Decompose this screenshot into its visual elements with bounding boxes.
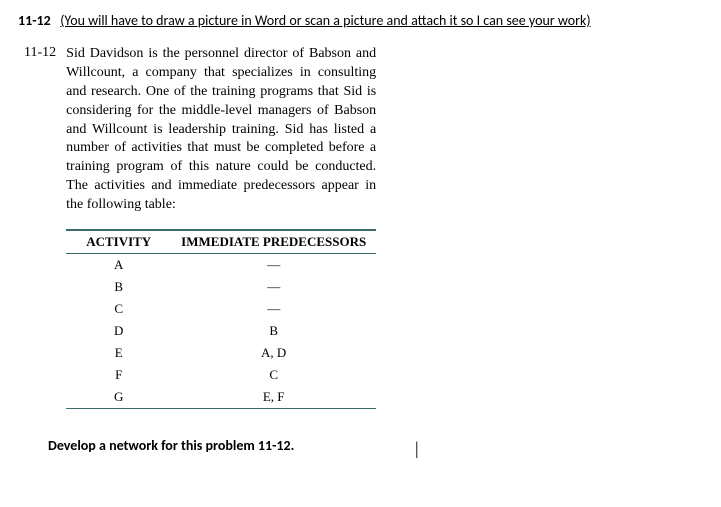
final-instruction: Develop a network for this problem 11-12… — [48, 437, 703, 454]
table-row: F C — [66, 364, 376, 386]
activity-table-wrap: ACTIVITY IMMEDIATE PREDECESSORS A — B — … — [66, 229, 376, 409]
top-instruction-text: (You will have to draw a picture in Word… — [60, 12, 590, 29]
col-header-activity: ACTIVITY — [66, 230, 171, 254]
cell-pred: — — [171, 276, 376, 298]
cell-activity: A — [66, 254, 171, 277]
cell-pred: B — [171, 320, 376, 342]
cell-pred: A, D — [171, 342, 376, 364]
table-row: A — — [66, 254, 376, 277]
problem-text: Sid Davidson is the personnel director o… — [66, 45, 376, 215]
cell-pred: — — [171, 254, 376, 277]
table-row: C — — [66, 298, 376, 320]
table-row: G E, F — [66, 386, 376, 409]
activity-table: ACTIVITY IMMEDIATE PREDECESSORS A — B — … — [66, 229, 376, 409]
text-cursor: | — [415, 438, 419, 459]
table-row: D B — [66, 320, 376, 342]
col-header-predecessors: IMMEDIATE PREDECESSORS — [171, 230, 376, 254]
cell-activity: F — [66, 364, 171, 386]
top-instruction: 11-12 (You will have to draw a picture i… — [18, 12, 703, 29]
table-row: B — — [66, 276, 376, 298]
table-row: E A, D — [66, 342, 376, 364]
table-header-row: ACTIVITY IMMEDIATE PREDECESSORS — [66, 230, 376, 254]
problem-block: 11-12 Sid Davidson is the personnel dire… — [24, 45, 703, 215]
problem-number: 11-12 — [24, 45, 56, 61]
top-problem-number: 11-12 — [18, 12, 51, 29]
cell-activity: G — [66, 386, 171, 409]
cell-activity: C — [66, 298, 171, 320]
cell-activity: D — [66, 320, 171, 342]
cell-pred: — — [171, 298, 376, 320]
cell-activity: B — [66, 276, 171, 298]
cell-activity: E — [66, 342, 171, 364]
cell-pred: C — [171, 364, 376, 386]
cell-pred: E, F — [171, 386, 376, 409]
